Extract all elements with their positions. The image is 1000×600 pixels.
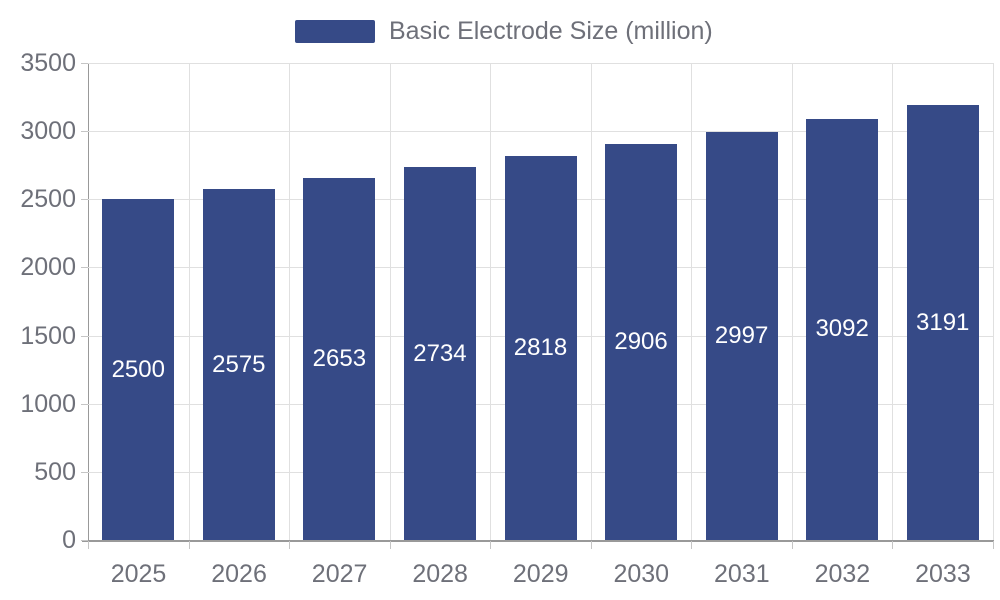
v-gridline xyxy=(188,63,190,540)
y-tick-label: 0 xyxy=(62,526,76,554)
x-tick-label: 2028 xyxy=(412,560,468,588)
y-axis-tick xyxy=(81,471,88,473)
v-gridline xyxy=(389,63,391,540)
bar-value-label: 2500 xyxy=(111,355,165,383)
y-tick-label: 2000 xyxy=(20,253,76,282)
bar-value-label: 3191 xyxy=(916,308,970,336)
bar-value-label: 2575 xyxy=(212,350,266,378)
x-tick-label: 2029 xyxy=(512,560,569,588)
y-axis-tick xyxy=(81,540,88,541)
v-gridline xyxy=(791,63,793,540)
v-gridline xyxy=(590,63,592,540)
bar-2032[interactable]: 3092 xyxy=(806,118,879,540)
y-tick-label: 500 xyxy=(34,457,76,486)
bar-2030[interactable]: 2906 xyxy=(605,143,678,540)
x-axis-tick xyxy=(892,541,894,549)
bar-value-label: 2906 xyxy=(614,327,668,355)
y-axis-line xyxy=(88,63,89,540)
x-tick-label: 2025 xyxy=(110,560,167,588)
bar-2025[interactable]: 2500 xyxy=(102,199,175,540)
y-axis-tick xyxy=(81,63,88,64)
plot-area: 2500 2575 2653 2734 2818 2906 2997 3092 3191 xyxy=(88,63,994,540)
x-axis-tick xyxy=(691,541,693,549)
x-axis-line xyxy=(82,540,994,542)
y-tick-label: 1500 xyxy=(20,321,76,350)
y-tick-label: 2500 xyxy=(20,185,76,214)
bar-value-label: 2818 xyxy=(513,333,568,361)
x-axis-tick xyxy=(590,541,592,549)
x-axis-tick xyxy=(389,541,391,549)
v-gridline xyxy=(892,63,894,540)
y-tick-label: 1000 xyxy=(20,389,76,418)
y-tick-label: 3000 xyxy=(20,117,76,146)
legend-swatch xyxy=(295,19,375,43)
x-tick-label: 2027 xyxy=(311,560,368,588)
bar-value-label: 2997 xyxy=(714,321,769,349)
bar-value-label: 2734 xyxy=(413,339,467,367)
bar-value-label: 3092 xyxy=(815,315,869,343)
x-axis-tick xyxy=(791,541,793,549)
h-gridline xyxy=(88,63,993,64)
x-tick-label: 2031 xyxy=(714,560,770,588)
y-tick-label: 3500 xyxy=(20,49,76,77)
x-axis-tick xyxy=(289,541,291,549)
x-tick-label: 2033 xyxy=(915,560,971,588)
bar-2029[interactable]: 2818 xyxy=(504,155,577,540)
x-tick-label: 2030 xyxy=(613,560,670,588)
bar-2033[interactable]: 3191 xyxy=(906,105,979,540)
x-tick-label: 2032 xyxy=(814,560,871,588)
x-axis-tick xyxy=(993,541,994,549)
y-axis-tick xyxy=(81,403,88,405)
x-axis-tick xyxy=(88,541,89,549)
x-axis-tick xyxy=(490,541,492,549)
v-gridline xyxy=(289,63,291,540)
bar-2031[interactable]: 2997 xyxy=(705,131,778,540)
y-axis-tick xyxy=(81,131,88,133)
v-gridline xyxy=(691,63,693,540)
bar-2026[interactable]: 2575 xyxy=(202,189,275,540)
x-axis-tick xyxy=(188,541,190,549)
v-gridline xyxy=(490,63,492,540)
bar-2027[interactable]: 2653 xyxy=(303,178,376,540)
y-axis-tick xyxy=(81,267,88,269)
legend-label: Basic Electrode Size (million) xyxy=(389,17,713,45)
bar-2028[interactable]: 2734 xyxy=(403,167,476,540)
h-gridline xyxy=(88,131,993,133)
y-axis-tick xyxy=(81,199,88,201)
y-axis-tick xyxy=(81,335,88,337)
x-tick-label: 2026 xyxy=(211,560,267,588)
v-gridline xyxy=(993,63,994,540)
legend[interactable]: Basic Electrode Size (million) xyxy=(295,17,713,45)
bar-value-label: 2653 xyxy=(312,345,367,373)
